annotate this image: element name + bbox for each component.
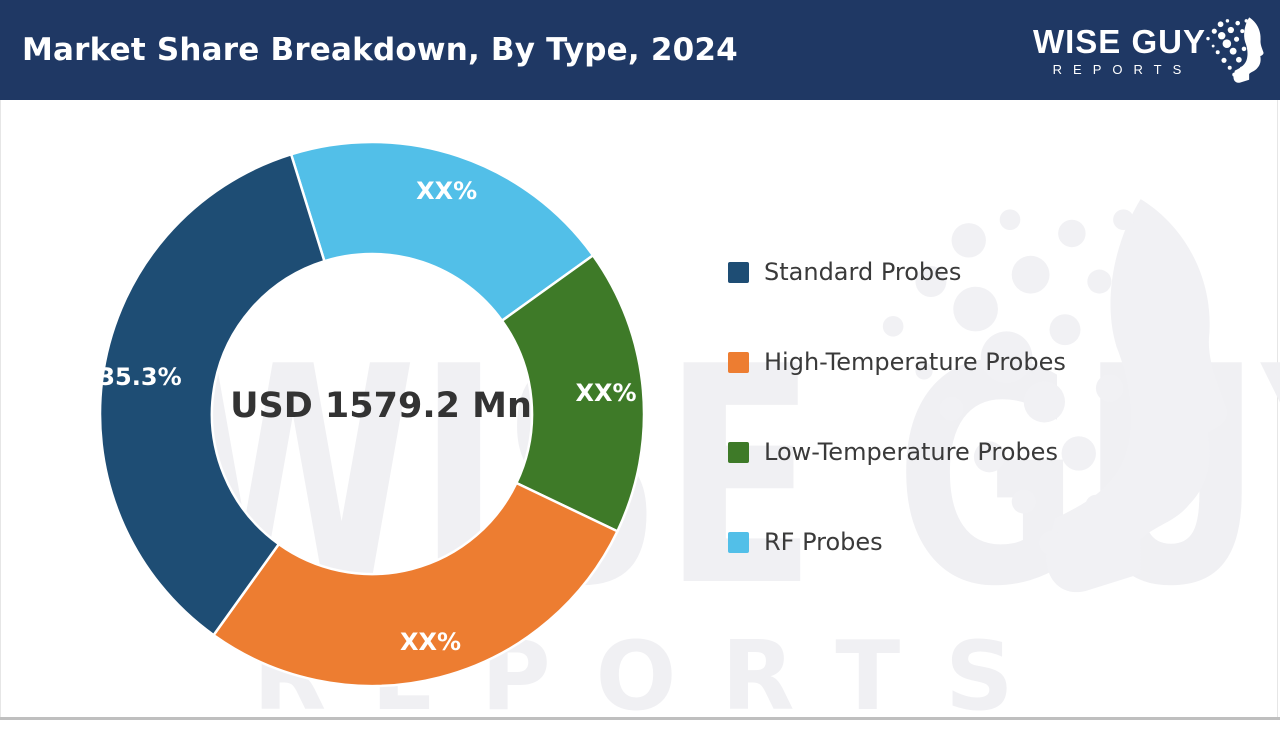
legend-label: Standard Probes [764,258,962,286]
legend-swatch [728,351,749,373]
legend-swatch [728,261,749,283]
segment-label-standard-probes: 35.3% [98,362,182,391]
segment-label-low-temperature-probes: XX% [575,379,637,408]
watermark-text-secondary: REPORTS [253,622,1059,732]
legend-label: High-Temperature Probes [764,348,1066,376]
brand-tagline: REPORTS [1052,62,1193,77]
brand-logo-text: WISE GUY REPORTS [1033,23,1206,77]
legend-label: RF Probes [764,528,883,556]
page-title: Market Share Breakdown, By Type, 2024 [22,32,738,68]
legend-item-low-temperature-probes: Low-Temperature Probes [728,438,1066,466]
donut-center-value: USD 1579.2 Mn [230,386,532,426]
chart-legend: Standard Probes High-Temperature Probes … [728,258,1066,618]
legend-item-standard-probes: Standard Probes [728,258,1066,286]
header-bar: Market Share Breakdown, By Type, 2024 WI… [0,0,1280,100]
legend-swatch [728,531,749,553]
legend-item-high-temperature-probes: High-Temperature Probes [728,348,1066,376]
segment-label-rf-probes: XX% [416,177,478,206]
brand-logo: WISE GUY REPORTS [1033,12,1264,88]
face-dots-icon [1200,12,1264,88]
brand-name: WISE GUY [1032,23,1206,60]
legend-label: Low-Temperature Probes [764,438,1058,466]
segment-label-high-temperature-probes: XX% [399,627,462,656]
bottom-border [0,717,1280,720]
legend-item-rf-probes: RF Probes [728,528,1066,556]
legend-swatch [728,441,749,463]
